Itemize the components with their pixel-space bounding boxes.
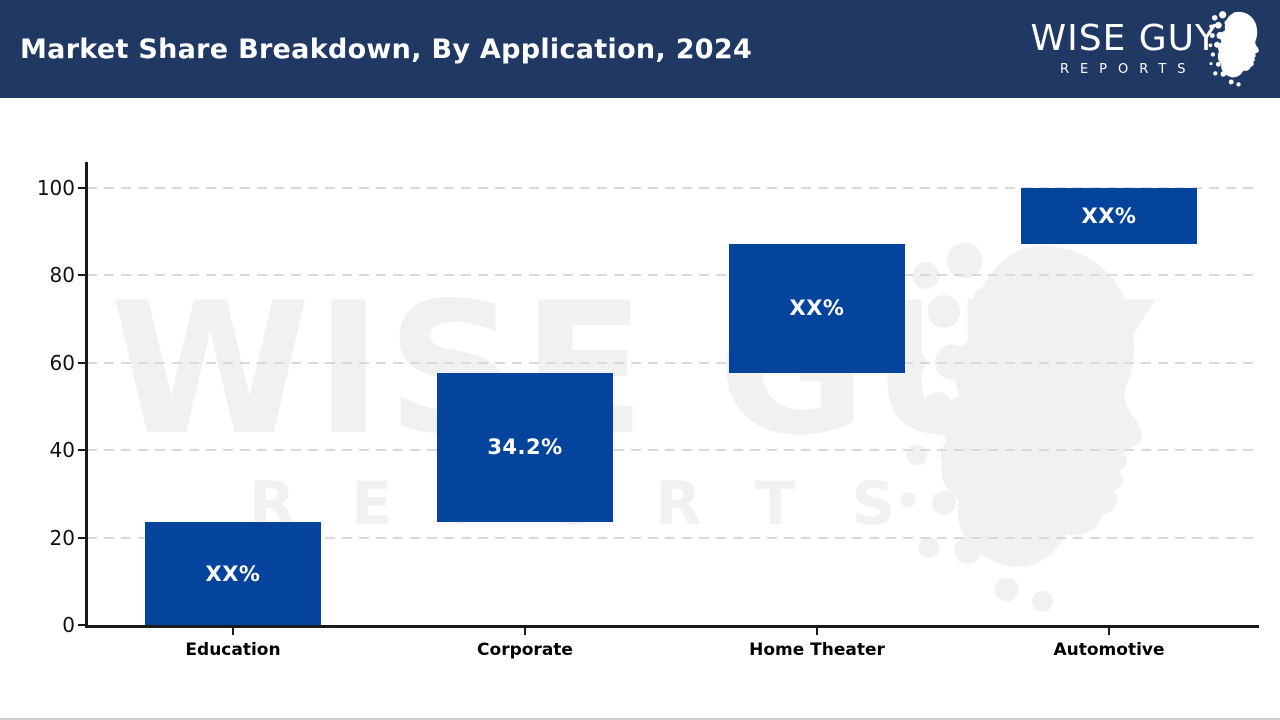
logo-wordmark-line2: REPORTS bbox=[1059, 62, 1197, 77]
y-axis-tick-60 bbox=[78, 361, 87, 364]
y-axis-tick-label-40: 40 bbox=[49, 438, 75, 462]
x-axis-tick-0 bbox=[232, 627, 234, 635]
bar-corporate: 34.2% bbox=[437, 372, 613, 523]
bar-value-label: XX% bbox=[789, 296, 845, 321]
bar-education: XX% bbox=[145, 522, 321, 625]
y-axis-tick-0 bbox=[78, 624, 87, 626]
bar-value-label: XX% bbox=[1081, 203, 1137, 228]
gridline-y-100 bbox=[87, 186, 1255, 189]
gridline-y-80 bbox=[87, 274, 1255, 276]
logo-wordmark-line1: WISE GUY bbox=[1030, 18, 1218, 59]
gridline-y-40 bbox=[87, 449, 1255, 451]
bar-home-theater: XX% bbox=[729, 243, 905, 373]
x-axis-category-label-0: Education bbox=[185, 640, 281, 660]
x-axis-category-label-3: Automotive bbox=[1053, 640, 1165, 660]
bar-automotive: XX% bbox=[1021, 187, 1197, 244]
gridline-y-60 bbox=[87, 361, 1255, 364]
x-axis-spine bbox=[85, 625, 1259, 628]
y-axis-tick-40 bbox=[78, 449, 87, 451]
page-title: Market Share Breakdown, By Application, … bbox=[20, 33, 753, 65]
y-axis-tick-80 bbox=[78, 274, 87, 276]
y-axis-spine bbox=[85, 162, 88, 627]
brand-logo: WISE GUY REPORTS bbox=[1031, 9, 1267, 89]
bar-value-label: XX% bbox=[205, 561, 261, 586]
x-axis-category-label-2: Home Theater bbox=[749, 640, 885, 660]
x-axis-tick-1 bbox=[524, 627, 526, 635]
gridline-y-20 bbox=[87, 536, 1255, 539]
y-axis-tick-100 bbox=[78, 186, 87, 189]
logo-wordmark: WISE GUY REPORTS bbox=[1030, 18, 1219, 78]
x-axis-tick-2 bbox=[816, 627, 818, 635]
y-axis-tick-label-100: 100 bbox=[36, 175, 75, 200]
x-axis-category-label-1: Corporate bbox=[477, 640, 573, 660]
y-axis-tick-label-60: 60 bbox=[49, 350, 75, 375]
header-bar: Market Share Breakdown, By Application, … bbox=[0, 0, 1280, 98]
logo-head-icon bbox=[1208, 11, 1259, 87]
y-axis-tick-label-0: 0 bbox=[62, 613, 75, 637]
y-axis-tick-label-80: 80 bbox=[49, 263, 75, 287]
y-axis-tick-label-20: 20 bbox=[49, 525, 75, 550]
x-axis-tick-3 bbox=[1108, 627, 1110, 635]
y-axis-tick-20 bbox=[78, 536, 87, 539]
bar-value-label: 34.2% bbox=[487, 435, 563, 460]
